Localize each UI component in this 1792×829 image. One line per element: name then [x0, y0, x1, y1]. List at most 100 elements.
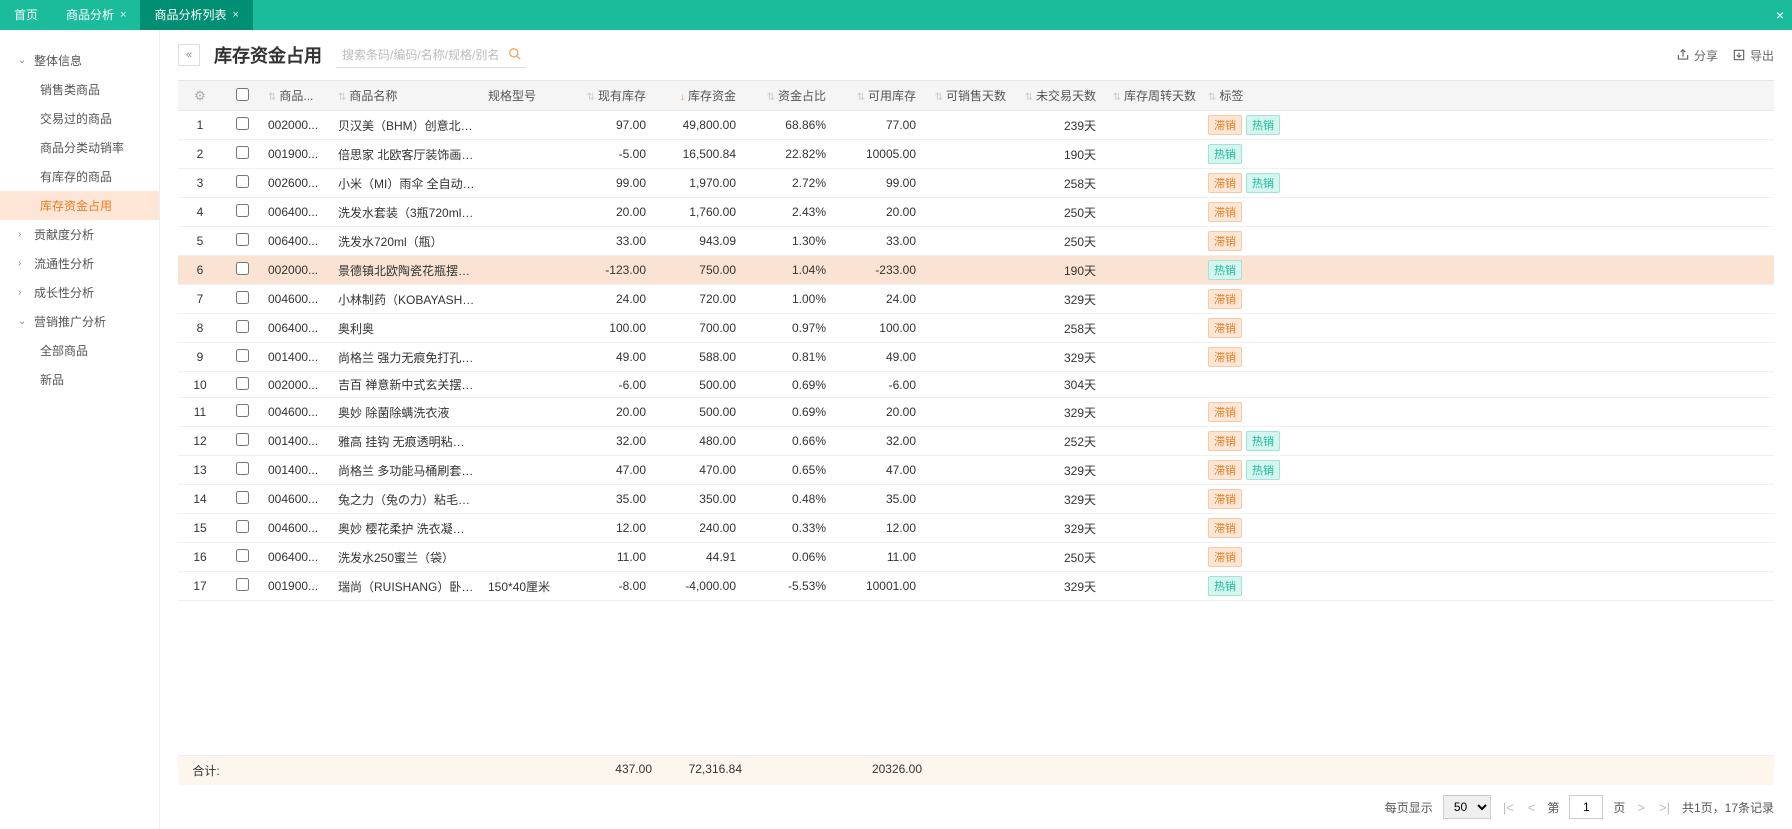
column-header-avail[interactable]: 可用库存 [832, 81, 922, 111]
table-row[interactable]: 7004600...小林制药（KOBAYASHI）日24.00720.001.0… [178, 285, 1774, 314]
column-header-name[interactable]: 商品名称 [332, 81, 482, 111]
row-checkbox[interactable] [236, 549, 249, 562]
column-header-chk[interactable] [222, 81, 262, 111]
cell-fund: 720.00 [652, 285, 742, 314]
table-row[interactable]: 9001400...尚格兰 强力无痕免打孔浴室49.00588.000.81%4… [178, 343, 1774, 372]
row-checkbox[interactable] [236, 404, 249, 417]
sidebar-item[interactable]: 新品 [0, 365, 159, 394]
sidebar-item[interactable]: 有库存的商品 [0, 162, 159, 191]
column-header-fund[interactable]: 库存资金 [652, 81, 742, 111]
pagination: 每页显示 50 |< < 第 页 > >| 共1页，17条记录 [160, 785, 1792, 829]
column-header-stock[interactable]: 现有库存 [562, 81, 652, 111]
row-checkbox[interactable] [236, 320, 249, 333]
top-tab[interactable]: 商品分析× [52, 0, 140, 30]
sidebar-group[interactable]: ⌄营销推广分析 [0, 307, 159, 336]
row-checkbox[interactable] [236, 462, 249, 475]
column-header-saledays[interactable]: 可销售天数 [922, 81, 1012, 111]
close-all-tabs-icon[interactable]: × [1776, 0, 1784, 30]
column-header-spec[interactable]: 规格型号 [482, 81, 562, 111]
cell-pct: 1.00% [742, 285, 832, 314]
sidebar-item[interactable]: 交易过的商品 [0, 104, 159, 133]
select-all-checkbox[interactable] [236, 88, 249, 101]
table-row[interactable]: 16006400...洗发水250蜜兰（袋）11.0044.910.06%11.… [178, 543, 1774, 572]
row-checkbox[interactable] [236, 433, 249, 446]
total-tags [1208, 762, 1328, 779]
sidebar-group[interactable]: ⌄整体信息 [0, 46, 159, 75]
column-header-pct[interactable]: 资金占比 [742, 81, 832, 111]
table-row[interactable]: 11004600...奥妙 除菌除螨洗衣液20.00500.000.69%20.… [178, 398, 1774, 427]
row-checkbox[interactable] [236, 349, 249, 362]
page-next-button[interactable]: > [1635, 800, 1647, 815]
row-checkbox[interactable] [236, 491, 249, 504]
search-icon[interactable] [508, 47, 522, 64]
top-tab[interactable]: 首页 [0, 0, 52, 30]
cell-spec [482, 485, 562, 514]
cell-notrade: 329天 [1012, 572, 1102, 601]
column-header-idx[interactable]: ⚙ [178, 81, 222, 111]
sidebar-item[interactable]: 商品分类动销率 [0, 133, 159, 162]
collapse-sidebar-button[interactable]: « [178, 44, 200, 66]
tab-close-icon[interactable]: × [120, 0, 126, 30]
table-row[interactable]: 5006400...洗发水720ml（瓶）33.00943.091.30%33.… [178, 227, 1774, 256]
table-row[interactable]: 10002000...吉百 禅意新中式玄关摆件客-6.00500.000.69%… [178, 372, 1774, 398]
page-last-button[interactable]: >| [1657, 800, 1672, 815]
sidebar-item[interactable]: 全部商品 [0, 336, 159, 365]
share-label: 分享 [1694, 47, 1718, 64]
cell-chk [222, 485, 262, 514]
tag: 滞销 [1208, 547, 1242, 567]
table-row[interactable]: 15004600...奥妙 樱花柔护 洗衣凝珠 1012.00240.000.3… [178, 514, 1774, 543]
share-button[interactable]: 分享 [1676, 47, 1718, 64]
top-tab[interactable]: 商品分析列表× [140, 0, 252, 30]
row-checkbox[interactable] [236, 204, 249, 217]
column-header-code[interactable]: 商品... [262, 81, 332, 111]
search-input[interactable] [336, 43, 526, 68]
chevron-icon: › [18, 287, 28, 298]
column-header-notrade[interactable]: 未交易天数 [1012, 81, 1102, 111]
cell-saledays [922, 169, 1012, 198]
table-row[interactable]: 12001400...雅高 挂钩 无痕透明粘钩 强32.00480.000.66… [178, 427, 1774, 456]
cell-pct: 0.06% [742, 543, 832, 572]
sidebar-group[interactable]: ›贡献度分析 [0, 220, 159, 249]
sidebar-group[interactable]: ›流通性分析 [0, 249, 159, 278]
row-checkbox[interactable] [236, 117, 249, 130]
sidebar-item[interactable]: 销售类商品 [0, 75, 159, 104]
table-row[interactable]: 6002000...景德镇北欧陶瓷花瓶摆件 仿-123.00750.001.04… [178, 256, 1774, 285]
row-checkbox[interactable] [236, 291, 249, 304]
page-input[interactable] [1569, 795, 1603, 819]
sidebar-group[interactable]: ›成长性分析 [0, 278, 159, 307]
table-row[interactable]: 4006400...洗发水套装（3瓶720ml+1）20.001,760.002… [178, 198, 1774, 227]
row-checkbox[interactable] [236, 233, 249, 246]
tab-label: 商品分析列表 [154, 0, 226, 30]
cell-saledays [922, 198, 1012, 227]
column-header-turnover[interactable]: 库存周转天数 [1102, 81, 1202, 111]
per-page-select[interactable]: 50 [1443, 795, 1491, 819]
table-row[interactable]: 8006400...奥利奥100.00700.000.97%100.00258天… [178, 314, 1774, 343]
table-row[interactable]: 1002000...贝汉美（BHM）创意北欧风97.0049,800.0068.… [178, 111, 1774, 140]
total-turnover [1108, 762, 1208, 779]
gear-icon[interactable]: ⚙ [194, 88, 206, 103]
row-checkbox[interactable] [236, 175, 249, 188]
cell-stock: -6.00 [562, 372, 652, 398]
table-row[interactable]: 2001900...倍思家 北欧客厅装饰画卧室-5.0016,500.8422.… [178, 140, 1774, 169]
row-checkbox[interactable] [236, 262, 249, 275]
row-checkbox[interactable] [236, 520, 249, 533]
row-checkbox[interactable] [236, 578, 249, 591]
tag: 滞销 [1208, 489, 1242, 509]
cell-idx: 8 [178, 314, 222, 343]
column-header-tags[interactable]: 标签 [1202, 81, 1322, 111]
cell-stock: 47.00 [562, 456, 652, 485]
page-first-button[interactable]: |< [1501, 800, 1516, 815]
export-button[interactable]: 导出 [1732, 47, 1774, 64]
table-row[interactable]: 13001400...尚格兰 多功能马桶刷套装 刺47.00470.000.65… [178, 456, 1774, 485]
page-prev-button[interactable]: < [1526, 800, 1538, 815]
tab-close-icon[interactable]: × [232, 0, 238, 30]
table-row[interactable]: 3002600...小米（MI）雨伞 全自动折叠99.001,970.002.7… [178, 169, 1774, 198]
row-checkbox[interactable] [236, 377, 249, 390]
table-row[interactable]: 17001900...瑞尚（RUISHANG）卧室床150*40厘米-8.00-… [178, 572, 1774, 601]
total-fund: 72,316.84 [658, 762, 748, 779]
cell-chk [222, 140, 262, 169]
total-name [338, 762, 488, 779]
row-checkbox[interactable] [236, 146, 249, 159]
table-row[interactable]: 14004600...兔之力（兔の力）粘毛器粘35.00350.000.48%3… [178, 485, 1774, 514]
sidebar-item[interactable]: 库存资金占用 [0, 191, 159, 220]
